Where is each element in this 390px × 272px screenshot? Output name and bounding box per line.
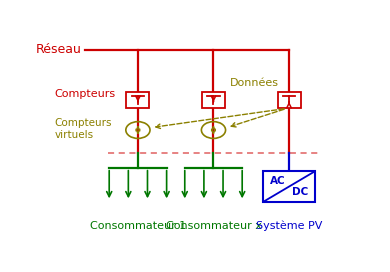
Text: Consommateur x: Consommateur x xyxy=(165,221,261,231)
Bar xyxy=(263,171,315,202)
Bar xyxy=(202,92,225,108)
Text: Consommateur 1: Consommateur 1 xyxy=(90,221,186,231)
Text: Compteurs
virtuels: Compteurs virtuels xyxy=(55,118,112,140)
Text: DC: DC xyxy=(292,187,308,197)
Text: Compteurs: Compteurs xyxy=(55,89,116,100)
Text: Système PV: Système PV xyxy=(256,220,322,231)
Text: Données: Données xyxy=(230,78,279,88)
Bar xyxy=(126,92,149,108)
Text: AC: AC xyxy=(270,176,286,186)
Bar xyxy=(278,92,301,108)
Text: Réseau: Réseau xyxy=(36,43,82,56)
